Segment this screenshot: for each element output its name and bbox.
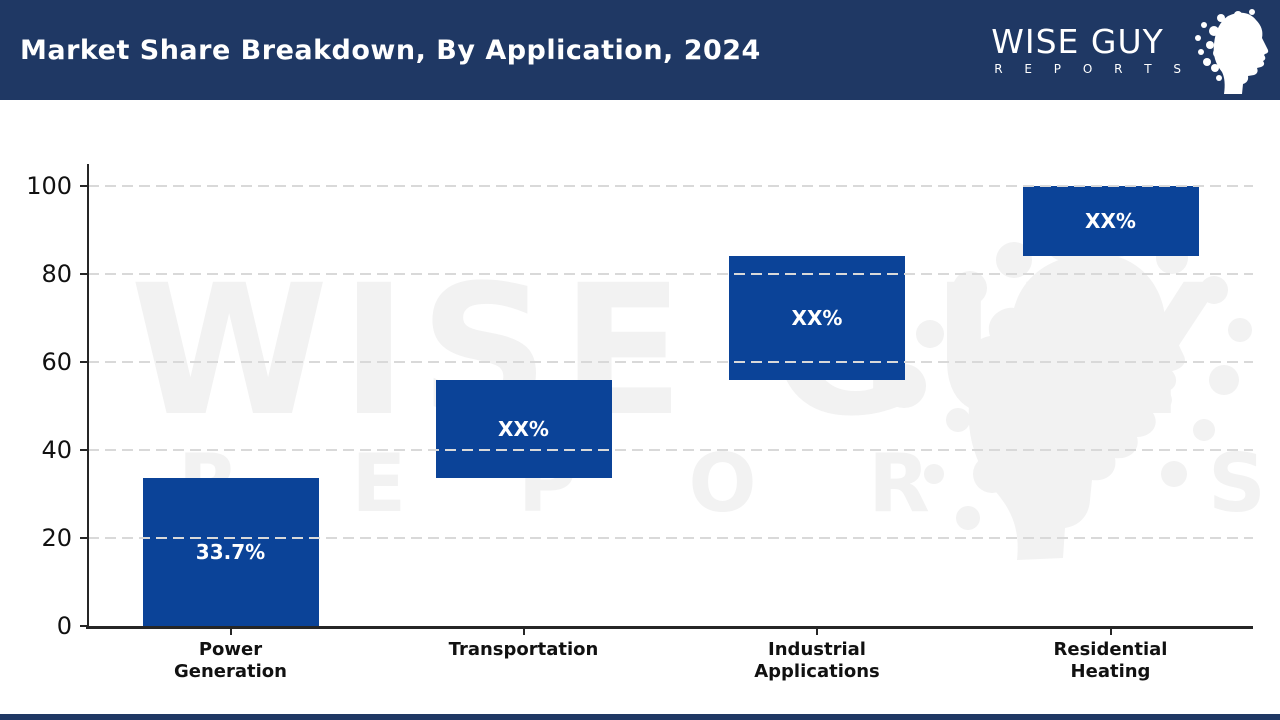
bar-value-label: XX% [791, 305, 843, 330]
bar-value-label: 33.7% [195, 539, 266, 564]
x-axis-category-label: Transportation [448, 639, 599, 660]
x-tick-mark [1109, 626, 1112, 635]
x-tick-mark [522, 626, 525, 635]
x-tick-mark [816, 626, 818, 635]
logo-face-icon [1195, 9, 1269, 94]
gridline [88, 361, 1253, 363]
gridline [88, 273, 1253, 275]
y-tick-mark [80, 449, 89, 451]
footer-bar [0, 714, 1280, 720]
gridline [88, 449, 1253, 451]
logo-wordmark: WISE GUY [991, 21, 1164, 61]
logo-text: WISE GUY R E P O R T S [991, 25, 1190, 76]
y-axis-tick-label: 20 [41, 524, 72, 552]
wiseguy-logo: WISE GUY R E P O R T S [991, 6, 1270, 94]
bar-value-label: XX% [1085, 209, 1136, 234]
x-axis-spine [86, 626, 1253, 629]
y-axis-tick-label: 60 [41, 348, 72, 376]
y-axis-spine [87, 164, 89, 628]
gridline [88, 185, 1253, 187]
y-tick-mark [80, 185, 89, 187]
y-tick-mark [80, 537, 89, 539]
y-axis-tick-label: 40 [41, 436, 72, 464]
bar-segment: 33.7% [142, 477, 319, 626]
y-axis-tick-label: 0 [56, 612, 72, 640]
bar-segment: XX% [729, 256, 905, 380]
x-tick-mark [229, 626, 232, 635]
x-axis-category-label: Power Generation [174, 639, 287, 682]
x-axis-category-label: Residential Heating [1053, 639, 1168, 682]
watermark-face-icon [882, 218, 1252, 560]
bar-segment: XX% [435, 379, 612, 478]
page-title: Market Share Breakdown, By Application, … [20, 34, 761, 66]
bar-value-label: XX% [498, 416, 549, 441]
header: Market Share Breakdown, By Application, … [0, 0, 1280, 100]
y-axis-tick-label: 80 [41, 260, 72, 288]
y-tick-mark [80, 273, 89, 275]
y-axis-tick-label: 100 [26, 172, 72, 200]
y-tick-mark [80, 625, 89, 627]
gridline [88, 537, 1253, 539]
x-axis-category-label: Industrial Applications [754, 639, 880, 682]
logo-subtitle: R E P O R T S [994, 61, 1190, 76]
bar-segment: XX% [1022, 186, 1199, 257]
y-tick-mark [80, 361, 89, 363]
